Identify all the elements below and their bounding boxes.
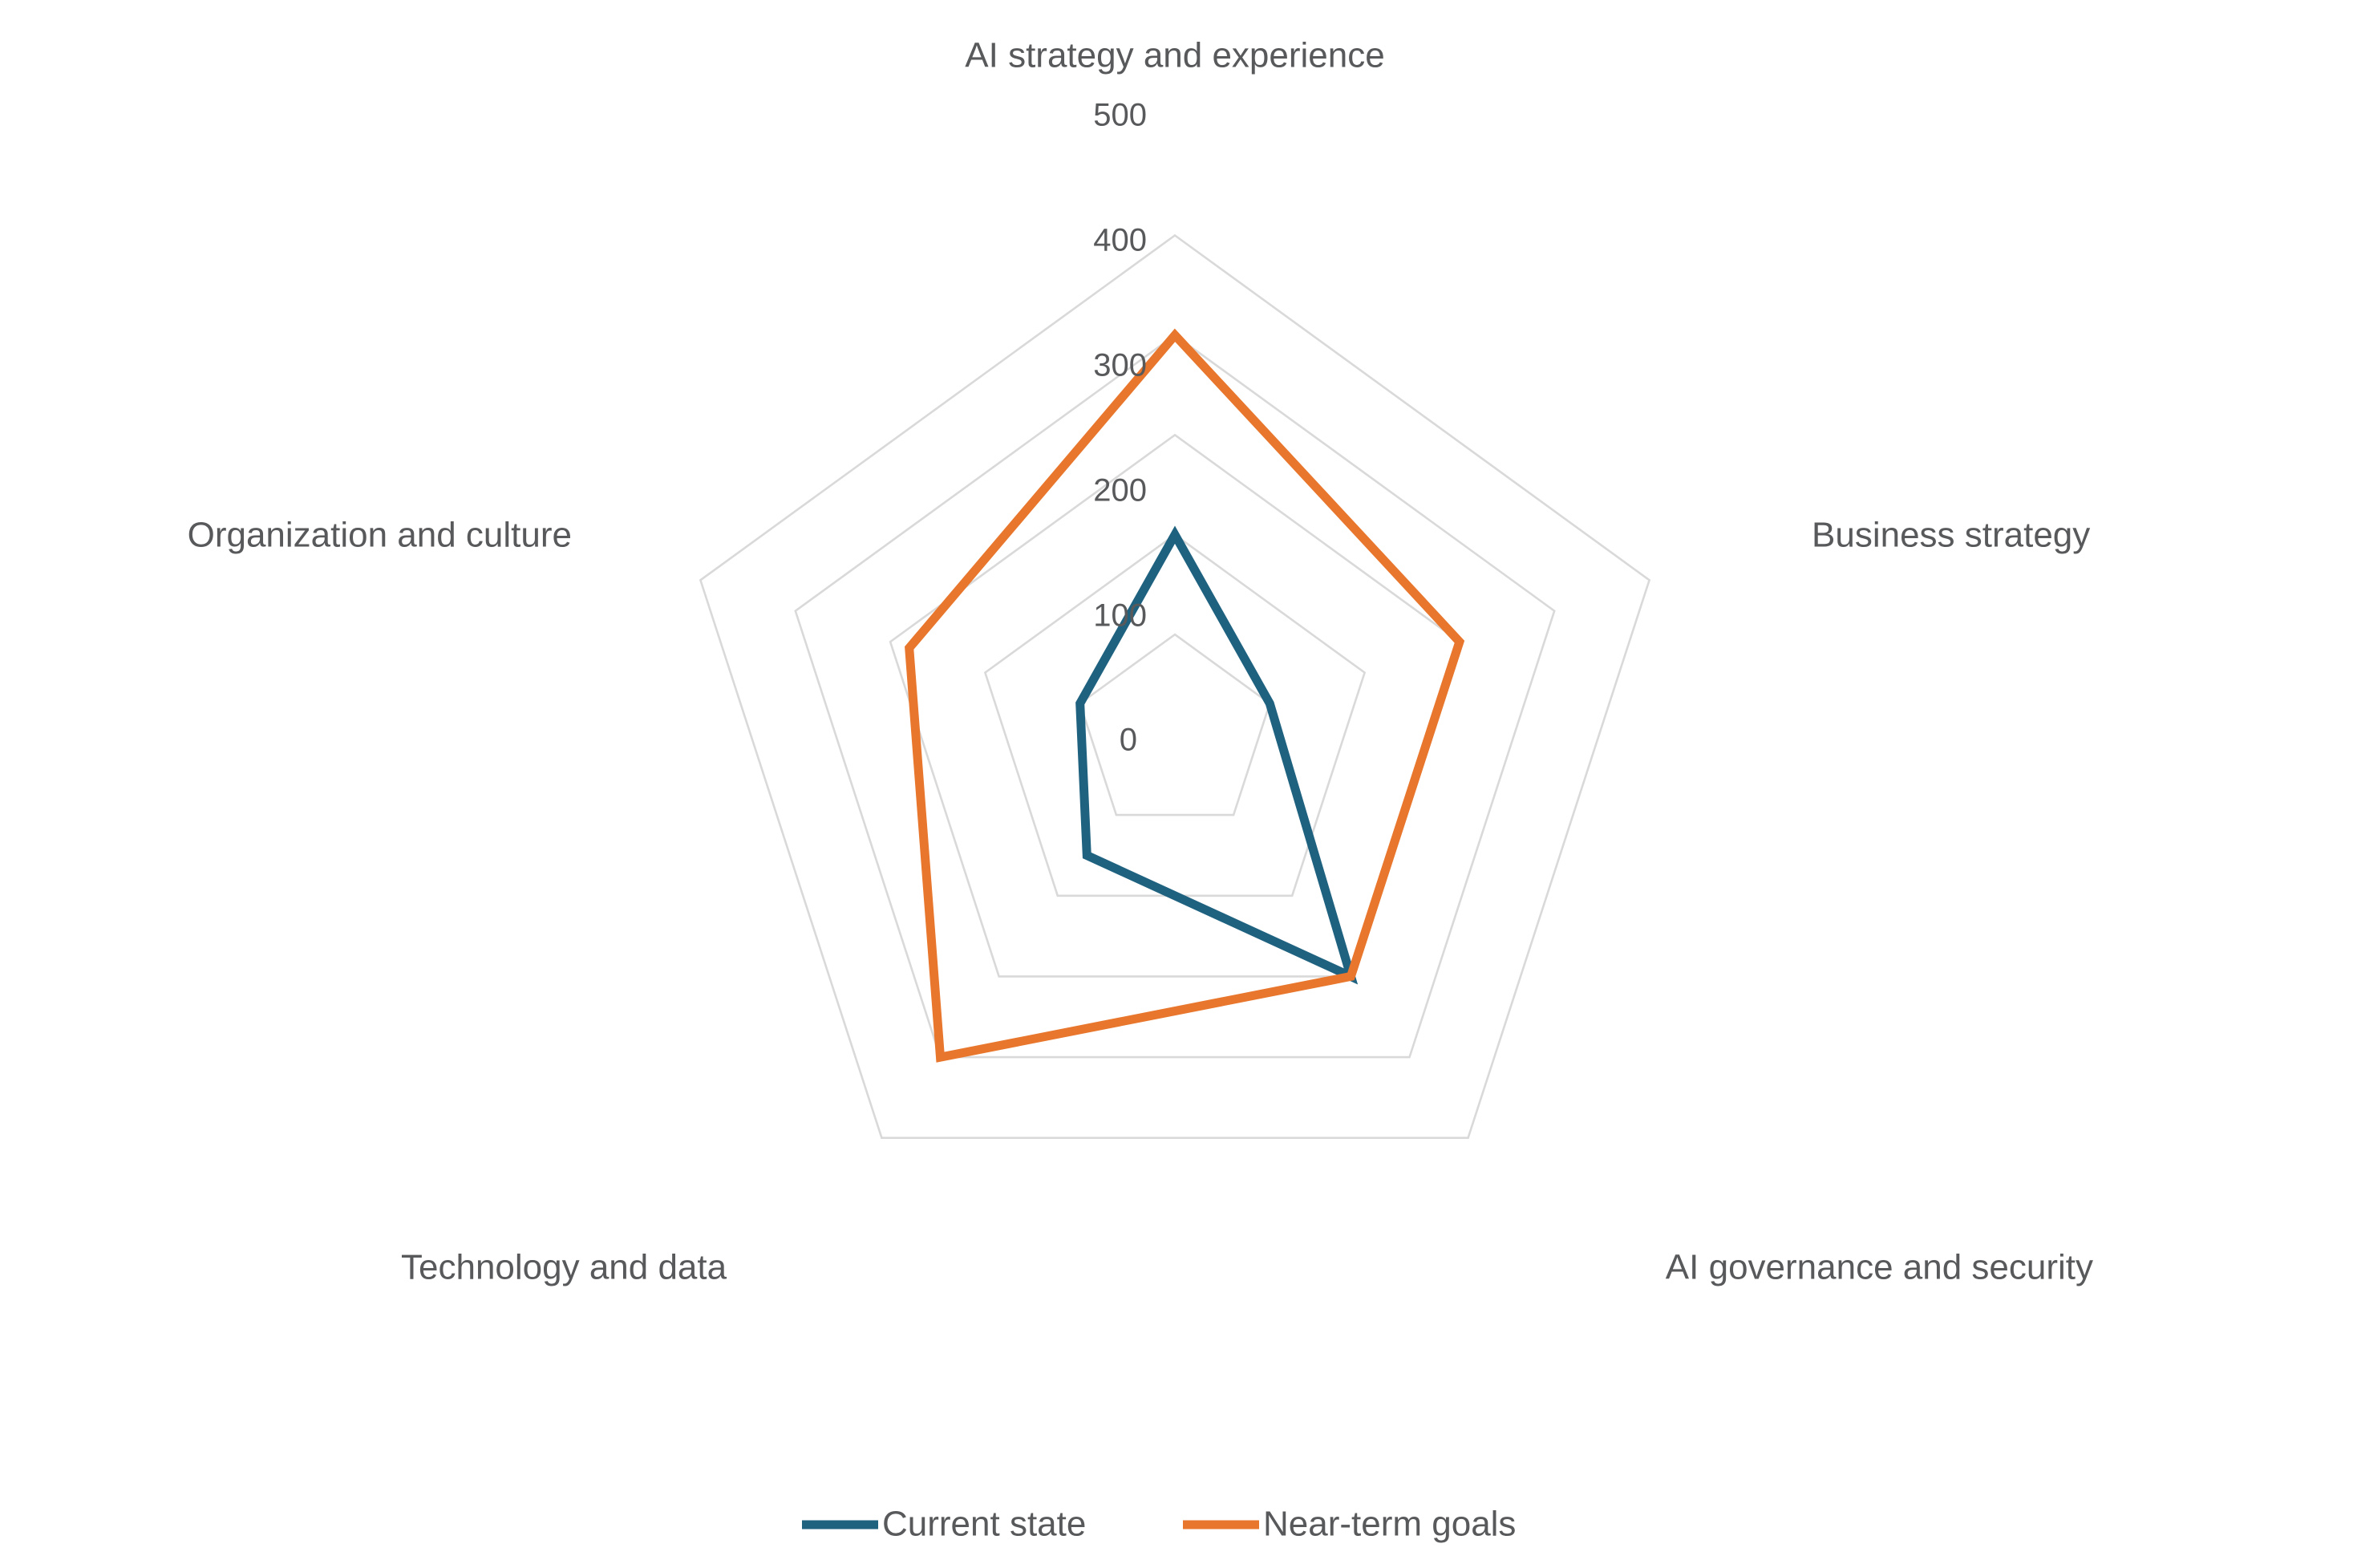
tick-label-100: 100 xyxy=(1093,598,1147,634)
tick-label-500: 500 xyxy=(1093,98,1147,133)
grid-ring-300 xyxy=(889,433,1461,978)
radar-axis-spokes xyxy=(700,236,1649,1138)
radar-series-group xyxy=(905,328,1465,1063)
series-current-state xyxy=(1075,525,1359,985)
chart-legend: Current state Near-term goals xyxy=(802,1505,1516,1544)
tick-label-300: 300 xyxy=(1093,348,1147,383)
axis-label-technology-and-data: Technology and data xyxy=(401,1248,727,1287)
tick-label-200: 200 xyxy=(1093,473,1147,508)
legend-item-near-term-goals[interactable]: Near-term goals xyxy=(1183,1505,1516,1544)
legend-item-current-state[interactable]: Current state xyxy=(802,1505,1086,1544)
legend-label-current-state: Current state xyxy=(882,1505,1086,1544)
radar-gridlines xyxy=(699,233,1651,1139)
tick-label-400: 400 xyxy=(1093,223,1147,258)
tick-label-0: 0 xyxy=(1120,723,1137,758)
grid-ring-400 xyxy=(794,334,1556,1059)
legend-label-near-term-goals: Near-term goals xyxy=(1263,1505,1516,1544)
axis-spoke-3 xyxy=(881,735,1175,1138)
axis-label-ai-strategy-and-experience: AI strategy and experience xyxy=(965,36,1384,75)
axis-spoke-2 xyxy=(1175,735,1468,1138)
axis-label-organization-and-culture: Organization and culture xyxy=(188,516,572,555)
axis-label-business-strategy: Business strategy xyxy=(1812,516,2090,555)
grid-ring-100 xyxy=(1079,633,1271,816)
axis-label-ai-governance-and-security: AI governance and security xyxy=(1666,1248,2093,1287)
series-near-term-goals xyxy=(905,328,1465,1063)
grid-ring-500 xyxy=(699,233,1651,1139)
